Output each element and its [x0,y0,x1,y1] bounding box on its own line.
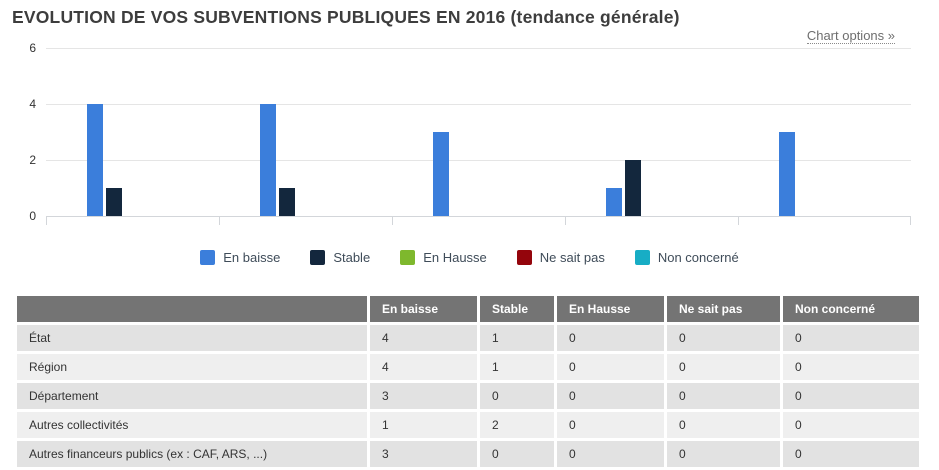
cell-value: 0 [667,412,780,438]
chart-bar [624,160,641,216]
cell-value: 0 [783,412,919,438]
x-axis-tick [46,216,47,225]
cell-value: 0 [667,383,780,409]
cell-value: 0 [783,325,919,351]
bar-group [392,48,565,216]
legend-swatch [516,249,532,265]
table-column-header: Non concerné [783,296,919,322]
cell-value: 1 [480,325,554,351]
cell-value: 0 [480,383,554,409]
legend-swatch [634,249,650,265]
y-axis-tick-label: 4 [29,97,36,111]
chart-bar [105,188,122,216]
gridline [46,104,911,105]
bar-group [738,48,911,216]
row-label: Autres financeurs publics (ex : CAF, ARS… [17,441,367,467]
cell-value: 0 [667,354,780,380]
table-row: État 4 1 0 0 0 [17,325,919,351]
cell-value: 4 [370,325,477,351]
row-label: Autres collectivités [17,412,367,438]
cell-value: 0 [557,412,664,438]
chart-legend: En baisse Stable En Hausse Ne sait pas Non c… [0,249,939,265]
legend-swatch [200,249,216,265]
table-row: Autres financeurs publics (ex : CAF, ARS… [17,441,919,467]
legend-item[interactable]: Stable [310,249,371,265]
cell-value: 1 [480,354,554,380]
table-column-header: Ne sait pas [667,296,780,322]
y-axis-tick-label: 6 [29,41,36,55]
cell-value: 0 [667,441,780,467]
x-axis-tick [565,216,566,225]
legend-swatch [310,249,326,265]
table-column-header: En baisse [370,296,477,322]
cell-value: 4 [370,354,477,380]
legend-label: Non concerné [657,249,739,265]
cell-value: 0 [557,383,664,409]
bar-groups [46,48,911,216]
bar-chart: 0 2 4 6 [0,41,939,228]
cell-value: 0 [667,325,780,351]
x-axis-tick [910,216,911,225]
legend-label: En Hausse [423,249,487,265]
legend-label: Ne sait pas [539,249,605,265]
chart-plot-area [46,48,911,225]
row-label: État [17,325,367,351]
table-row: Autres collectivités 1 2 0 0 0 [17,412,919,438]
gridline [46,48,911,49]
legend-label: Stable [333,249,371,265]
table-row: Région 4 1 0 0 0 [17,354,919,380]
table-column-header [17,296,367,322]
chart-bar [432,132,449,216]
bar-group [565,48,738,216]
legend-item[interactable]: Non concerné [634,249,739,265]
x-axis-line [46,216,911,217]
bar-group [46,48,219,216]
legend-swatch [400,249,416,265]
chart-bar [778,132,795,216]
gridline [46,160,911,161]
chart-bar [605,188,622,216]
chart-bar [278,188,295,216]
table-column-header: En Hausse [557,296,664,322]
legend-item[interactable]: En baisse [200,249,281,265]
cell-value: 0 [480,441,554,467]
y-axis-tick-label: 2 [29,153,36,167]
cell-value: 3 [370,383,477,409]
row-label: Région [17,354,367,380]
table-row: Département 3 0 0 0 0 [17,383,919,409]
page-header: EVOLUTION DE VOS SUBVENTIONS PUBLIQUES E… [0,0,939,46]
x-axis-tick [392,216,393,225]
chart-bar [86,104,103,216]
cell-value: 0 [557,441,664,467]
row-label: Département [17,383,367,409]
results-table: En baisse Stable En Hausse Ne sait pas Non c… [14,293,922,470]
legend-item[interactable]: En Hausse [400,249,487,265]
legend-label: En baisse [223,249,281,265]
legend-item[interactable]: Ne sait pas [516,249,605,265]
x-axis-tick [219,216,220,225]
table-header-row: En baisse Stable En Hausse Ne sait pas Non c… [17,296,919,322]
x-axis-tick [738,216,739,225]
bar-group [219,48,392,216]
y-axis-tick-label: 0 [29,209,36,223]
cell-value: 0 [783,383,919,409]
cell-value: 0 [783,354,919,380]
cell-value: 0 [783,441,919,467]
page-title: EVOLUTION DE VOS SUBVENTIONS PUBLIQUES E… [12,7,680,27]
chart-options-link[interactable]: Chart options » [806,28,895,44]
cell-value: 1 [370,412,477,438]
cell-value: 3 [370,441,477,467]
cell-value: 0 [557,354,664,380]
cell-value: 0 [557,325,664,351]
cell-value: 2 [480,412,554,438]
table-column-header: Stable [480,296,554,322]
chart-bar [259,104,276,216]
